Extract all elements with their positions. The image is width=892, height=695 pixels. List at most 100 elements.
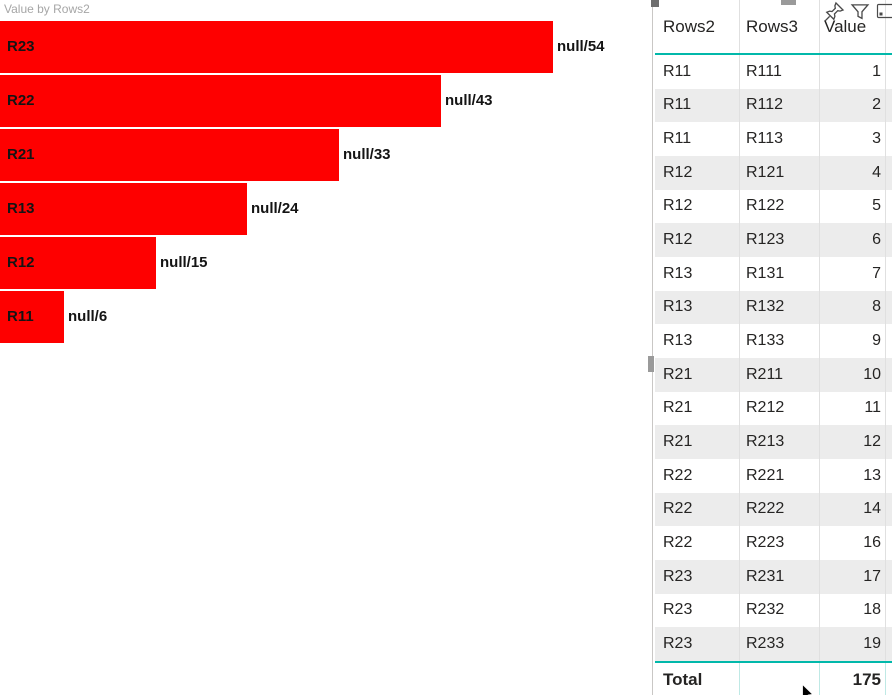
bar-r13[interactable] (0, 183, 247, 235)
visual-selection-border (652, 0, 653, 695)
table-cell: R233 (740, 627, 820, 661)
table-header-row: Rows2 Rows3 Value (655, 0, 892, 55)
table-cell: R21 (655, 357, 740, 392)
table-cell: 3 (820, 122, 886, 156)
table-row[interactable]: R23 R232 18 (655, 593, 892, 628)
bar-slot: R12 null/15 (0, 237, 652, 291)
bar-plot-area: R23 null/54 R22 null/43 R21 null/33 R13 null/24… (0, 21, 652, 345)
bar-slot: R22 null/43 (0, 75, 652, 129)
table-cell: 18 (820, 593, 886, 628)
bar-data-label: null/15 (160, 254, 208, 271)
table-row[interactable]: R12 R122 5 (655, 189, 892, 224)
bar-r21[interactable] (0, 129, 339, 181)
table-cell: 5 (820, 189, 886, 224)
column-header-rows2[interactable]: Rows2 (655, 0, 740, 53)
table-cell: 4 (820, 155, 886, 190)
table-cell: R222 (740, 492, 820, 527)
bar-data-label: null/43 (445, 92, 493, 109)
column-header-value[interactable]: Value (820, 0, 886, 53)
table-row[interactable]: R12 R121 4 (655, 155, 892, 190)
table-visual[interactable]: Rows2 Rows3 Value R11 R111 1 R11 R112 2 R11 R113 3… (655, 0, 892, 695)
table-row[interactable]: R13 R133 9 (655, 324, 892, 358)
table-row[interactable]: R21 R212 11 (655, 391, 892, 426)
bar-r12[interactable] (0, 237, 156, 289)
table-cell: 19 (820, 627, 886, 661)
bar-category-label: R12 (7, 254, 35, 271)
table-cell: 1 (820, 55, 886, 89)
table-cell: R12 (655, 155, 740, 190)
bar-data-label: null/24 (251, 200, 299, 217)
table-cell: R23 (655, 627, 740, 661)
table-cell: R11 (655, 88, 740, 123)
table-cell: R132 (740, 290, 820, 325)
table-row[interactable]: R12 R123 6 (655, 223, 892, 257)
table-cell: R113 (740, 122, 820, 156)
table-row[interactable]: R23 R231 17 (655, 559, 892, 594)
table-body: R11 R111 1 R11 R112 2 R11 R113 3 R12 R121 4 R12 R122 5… (655, 55, 892, 661)
table-row[interactable]: R11 R111 1 (655, 55, 892, 89)
table-row[interactable]: R23 R233 19 (655, 627, 892, 661)
table-cell: 9 (820, 324, 886, 358)
table-row[interactable]: R22 R223 16 (655, 526, 892, 560)
column-header-rows3[interactable]: Rows3 (740, 0, 820, 53)
table-cell: R21 (655, 425, 740, 459)
table-cell: 12 (820, 425, 886, 459)
total-value: 175 (820, 662, 886, 695)
table-total-row: Total 175 (655, 660, 892, 695)
focus-mode-icon[interactable] (876, 2, 892, 24)
table-cell: R13 (655, 324, 740, 358)
bar-category-label: R21 (7, 146, 35, 163)
bar-category-label: R11 (7, 308, 34, 325)
bar-category-label: R22 (7, 92, 35, 109)
table-cell: R21 (655, 391, 740, 426)
pin-icon[interactable] (823, 1, 845, 23)
bar-r22[interactable] (0, 75, 441, 127)
table-cell: R223 (740, 526, 820, 560)
table-cell: R221 (740, 458, 820, 493)
bar-data-label: null/6 (68, 308, 108, 325)
table-row[interactable]: R21 R211 10 (655, 357, 892, 392)
bar-r23[interactable] (0, 21, 553, 73)
table-cell: R111 (740, 55, 820, 89)
table-cell: R121 (740, 155, 820, 190)
table-cell: R13 (655, 256, 740, 291)
bar-slot: R21 null/33 (0, 129, 652, 183)
table-cell: R112 (740, 88, 820, 123)
table-cell: 8 (820, 290, 886, 325)
table-row[interactable]: R11 R112 2 (655, 88, 892, 123)
bar-slot: R11 null/6 (0, 291, 652, 345)
table-cell: 2 (820, 88, 886, 123)
table-cell: R11 (655, 55, 740, 89)
chart-title: Value by Rows2 (4, 2, 90, 16)
resize-handle-left-middle[interactable] (648, 356, 654, 372)
bar-slot: R23 null/54 (0, 21, 652, 75)
table-cell: R12 (655, 223, 740, 257)
bar-r11[interactable] (0, 291, 64, 343)
resize-handle-top-left[interactable] (651, 0, 659, 7)
table-row[interactable]: R22 R221 13 (655, 458, 892, 493)
table-cell: 13 (820, 458, 886, 493)
filter-icon[interactable] (849, 1, 871, 23)
table-cell: R23 (655, 593, 740, 628)
table-row[interactable]: R13 R131 7 (655, 256, 892, 291)
resize-handle-top-middle[interactable] (781, 0, 796, 5)
table-row[interactable]: R21 R213 12 (655, 425, 892, 459)
table-row[interactable]: R11 R113 3 (655, 122, 892, 156)
table-cell: R11 (655, 122, 740, 156)
table-cell: R231 (740, 559, 820, 594)
total-label: Total (655, 662, 740, 695)
table-cell: 7 (820, 256, 886, 291)
table-cell: R22 (655, 526, 740, 560)
table-cell: R23 (655, 559, 740, 594)
table-cell: R123 (740, 223, 820, 257)
bar-chart-visual[interactable]: Value by Rows2 R23 null/54 R22 null/43 R21 nu… (0, 0, 652, 695)
table-cell: R122 (740, 189, 820, 224)
table-row[interactable]: R22 R222 14 (655, 492, 892, 527)
table-cell: 17 (820, 559, 886, 594)
table-row[interactable]: R13 R132 8 (655, 290, 892, 325)
table-cell: R212 (740, 391, 820, 426)
mouse-cursor (802, 684, 814, 695)
table-cell: R22 (655, 492, 740, 527)
total-spacer (740, 662, 820, 695)
